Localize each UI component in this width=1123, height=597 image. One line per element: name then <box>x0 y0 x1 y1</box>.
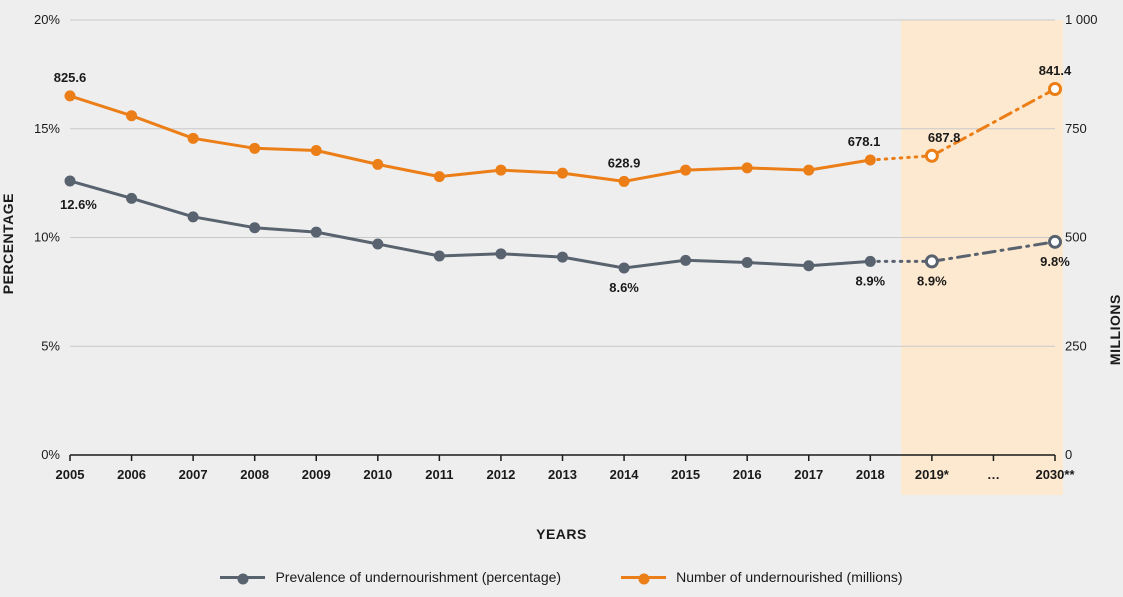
value-label-number: 841.4 <box>1039 63 1072 78</box>
series-line-prevalence <box>70 181 870 268</box>
marker-prevalence <box>434 250 445 261</box>
value-label-prevalence: 12.6% <box>60 197 97 212</box>
marker-prevalence <box>188 211 199 222</box>
undernourishment-chart: PERCENTAGE MILLIONS 0% 5% 10% 15% 20% 0 250 500… <box>0 0 1123 597</box>
legend-item-number: Number of undernourished (millions) <box>621 569 902 585</box>
marker-number <box>249 143 260 154</box>
x-tick-label: 2010 <box>363 467 392 482</box>
legend-swatch-number <box>621 576 666 579</box>
marker-prevalence <box>249 222 260 233</box>
marker-number <box>865 155 876 166</box>
marker-number <box>372 159 383 170</box>
value-label-number: 678.1 <box>848 134 881 149</box>
y-left-axis-label: PERCENTAGE <box>0 192 16 293</box>
projection-band <box>901 20 1063 495</box>
marker-number <box>1050 83 1061 94</box>
y-right-tick-label: 1 000 <box>1065 12 1098 27</box>
y-left-tick-label: 5% <box>41 338 60 353</box>
marker-number <box>803 165 814 176</box>
marker-number <box>495 165 506 176</box>
marker-number <box>65 90 76 101</box>
legend-swatch-prevalence <box>220 576 265 579</box>
x-tick-label: 2007 <box>179 467 208 482</box>
marker-prevalence <box>619 262 630 273</box>
x-tick-label: 2006 <box>117 467 146 482</box>
y-left-tick-label: 20% <box>34 12 60 27</box>
x-tick-label: 2005 <box>56 467 85 482</box>
x-tick-label: 2011 <box>425 467 453 482</box>
legend-label-number: Number of undernourished (millions) <box>676 569 902 585</box>
chart-plot-area: 0% 5% 10% 15% 20% 0 250 500 750 1 000 2005 2006 2007… <box>0 0 1123 500</box>
marker-prevalence <box>372 239 383 250</box>
y-left-tick-label: 10% <box>34 230 60 245</box>
x-tick-label: 2008 <box>240 467 269 482</box>
x-tick-label: 2030** <box>1035 467 1075 482</box>
marker-number <box>926 150 937 161</box>
y-right-tick-label: 750 <box>1065 121 1087 136</box>
marker-prevalence <box>126 193 137 204</box>
value-label-prevalence: 8.9% <box>917 273 947 288</box>
x-tick-label: 2009 <box>302 467 331 482</box>
marker-number <box>680 165 691 176</box>
y-left-tick-label: 15% <box>34 121 60 136</box>
x-tick-label: 2018 <box>856 467 885 482</box>
x-tick-label: 2019* <box>915 467 950 482</box>
y-right-tick-label: 250 <box>1065 338 1087 353</box>
x-tick-label: 2016 <box>733 467 762 482</box>
marker-prevalence <box>1050 236 1061 247</box>
legend: Prevalence of undernourishment (percenta… <box>0 569 1123 585</box>
x-tick-label: 2012 <box>486 467 515 482</box>
value-label-prevalence: 8.6% <box>609 280 639 295</box>
marker-prevalence <box>680 255 691 266</box>
legend-item-prevalence: Prevalence of undernourishment (percenta… <box>220 569 561 585</box>
marker-number <box>434 171 445 182</box>
marker-number <box>742 162 753 173</box>
marker-prevalence <box>65 175 76 186</box>
marker-prevalence <box>742 257 753 268</box>
value-label-prevalence: 8.9% <box>855 273 885 288</box>
x-tick-label: 2013 <box>548 467 577 482</box>
marker-number <box>557 168 568 179</box>
y-right-axis-label: MILLIONS <box>1107 294 1123 365</box>
marker-prevalence <box>311 227 322 238</box>
marker-prevalence <box>557 252 568 263</box>
value-label-number: 687.8 <box>928 130 961 145</box>
x-tick-label: 2017 <box>794 467 823 482</box>
y-right-tick-label: 500 <box>1065 230 1087 245</box>
x-tick-label: 2015 <box>671 467 700 482</box>
y-left-tick-label: 0% <box>41 447 60 462</box>
value-label-number: 825.6 <box>54 70 87 85</box>
value-label-prevalence: 9.8% <box>1040 254 1070 269</box>
marker-prevalence <box>926 256 937 267</box>
marker-prevalence <box>803 260 814 271</box>
x-tick-label: … <box>987 467 1000 482</box>
x-axis-label: YEARS <box>536 526 587 542</box>
marker-number <box>619 176 630 187</box>
legend-label-prevalence: Prevalence of undernourishment (percenta… <box>275 569 561 585</box>
x-tick-label: 2014 <box>610 467 640 482</box>
marker-number <box>311 145 322 156</box>
marker-number <box>188 133 199 144</box>
y-right-tick-label: 0 <box>1065 447 1072 462</box>
marker-number <box>126 110 137 121</box>
marker-prevalence <box>865 256 876 267</box>
value-label-number: 628.9 <box>608 155 641 170</box>
marker-prevalence <box>495 248 506 259</box>
